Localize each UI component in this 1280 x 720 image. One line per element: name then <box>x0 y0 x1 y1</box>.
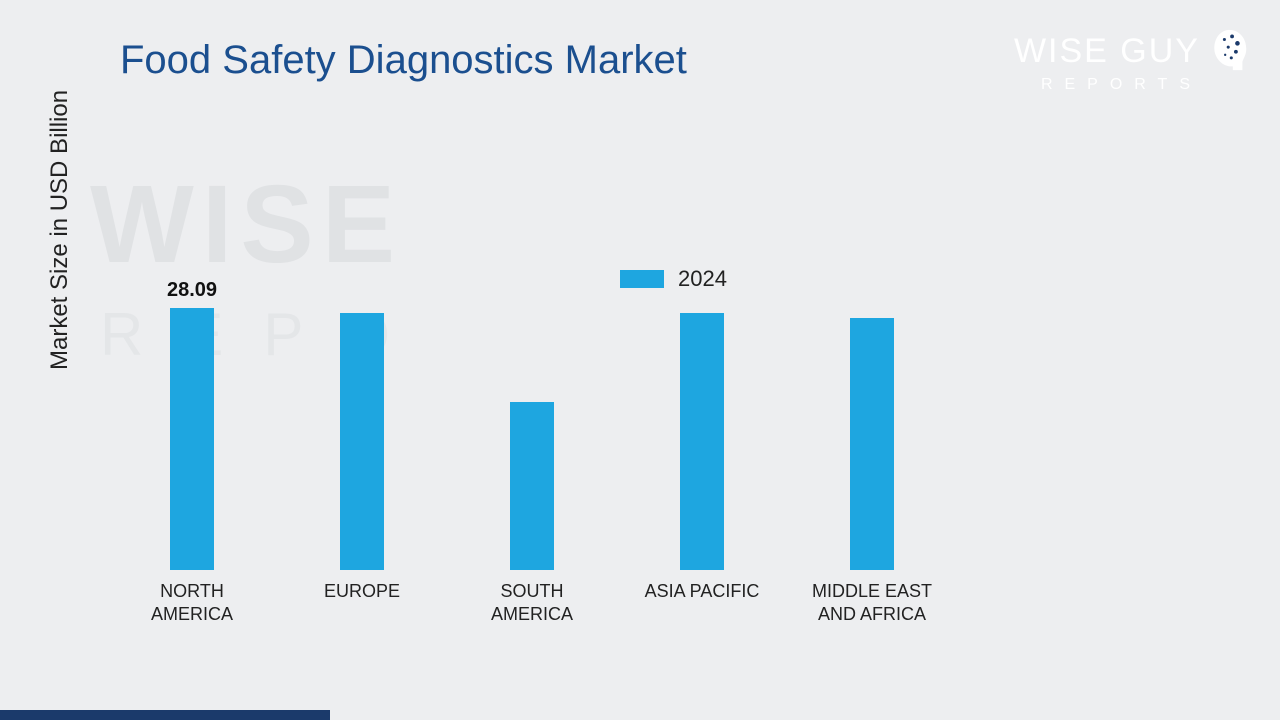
x-axis-label: EUROPE <box>292 580 432 603</box>
legend: 2024 <box>620 266 727 292</box>
legend-swatch <box>620 270 664 288</box>
bar <box>170 308 214 570</box>
logo-line1: WISE GUY <box>1014 32 1200 71</box>
bar-chart: 28.09NORTH AMERICA EUROPE SOUTH AMERICA ASI… <box>130 290 950 570</box>
y-axis-label: Market Size in USD Billion <box>46 90 74 370</box>
x-axis-label: MIDDLE EAST AND AFRICA <box>802 580 942 625</box>
logo-line2: REPORTS <box>992 76 1252 94</box>
bar <box>510 402 554 570</box>
bar-group: ASIA PACIFIC <box>680 290 724 570</box>
bottom-accent-bar <box>0 710 330 720</box>
logo-head-icon <box>1206 28 1252 74</box>
bar-group: 28.09NORTH AMERICA <box>170 290 214 570</box>
bar-value-label: 28.09 <box>167 279 217 302</box>
bar-group: SOUTH AMERICA <box>510 290 554 570</box>
chart-canvas: WISE GUY REPORTS WISE GUY REPORTS Food S… <box>0 0 1280 720</box>
x-axis-label: ASIA PACIFIC <box>632 580 772 603</box>
x-axis-label: NORTH AMERICA <box>122 580 262 625</box>
x-axis-label: SOUTH AMERICA <box>462 580 602 625</box>
chart-title: Food Safety Diagnostics Market <box>120 38 687 83</box>
bar <box>680 313 724 570</box>
bar <box>340 313 384 570</box>
bar <box>850 318 894 570</box>
bar-group: MIDDLE EAST AND AFRICA <box>850 290 894 570</box>
bar-group: EUROPE <box>340 290 384 570</box>
brand-logo: WISE GUY REPORTS <box>992 28 1252 94</box>
legend-label: 2024 <box>678 266 727 292</box>
